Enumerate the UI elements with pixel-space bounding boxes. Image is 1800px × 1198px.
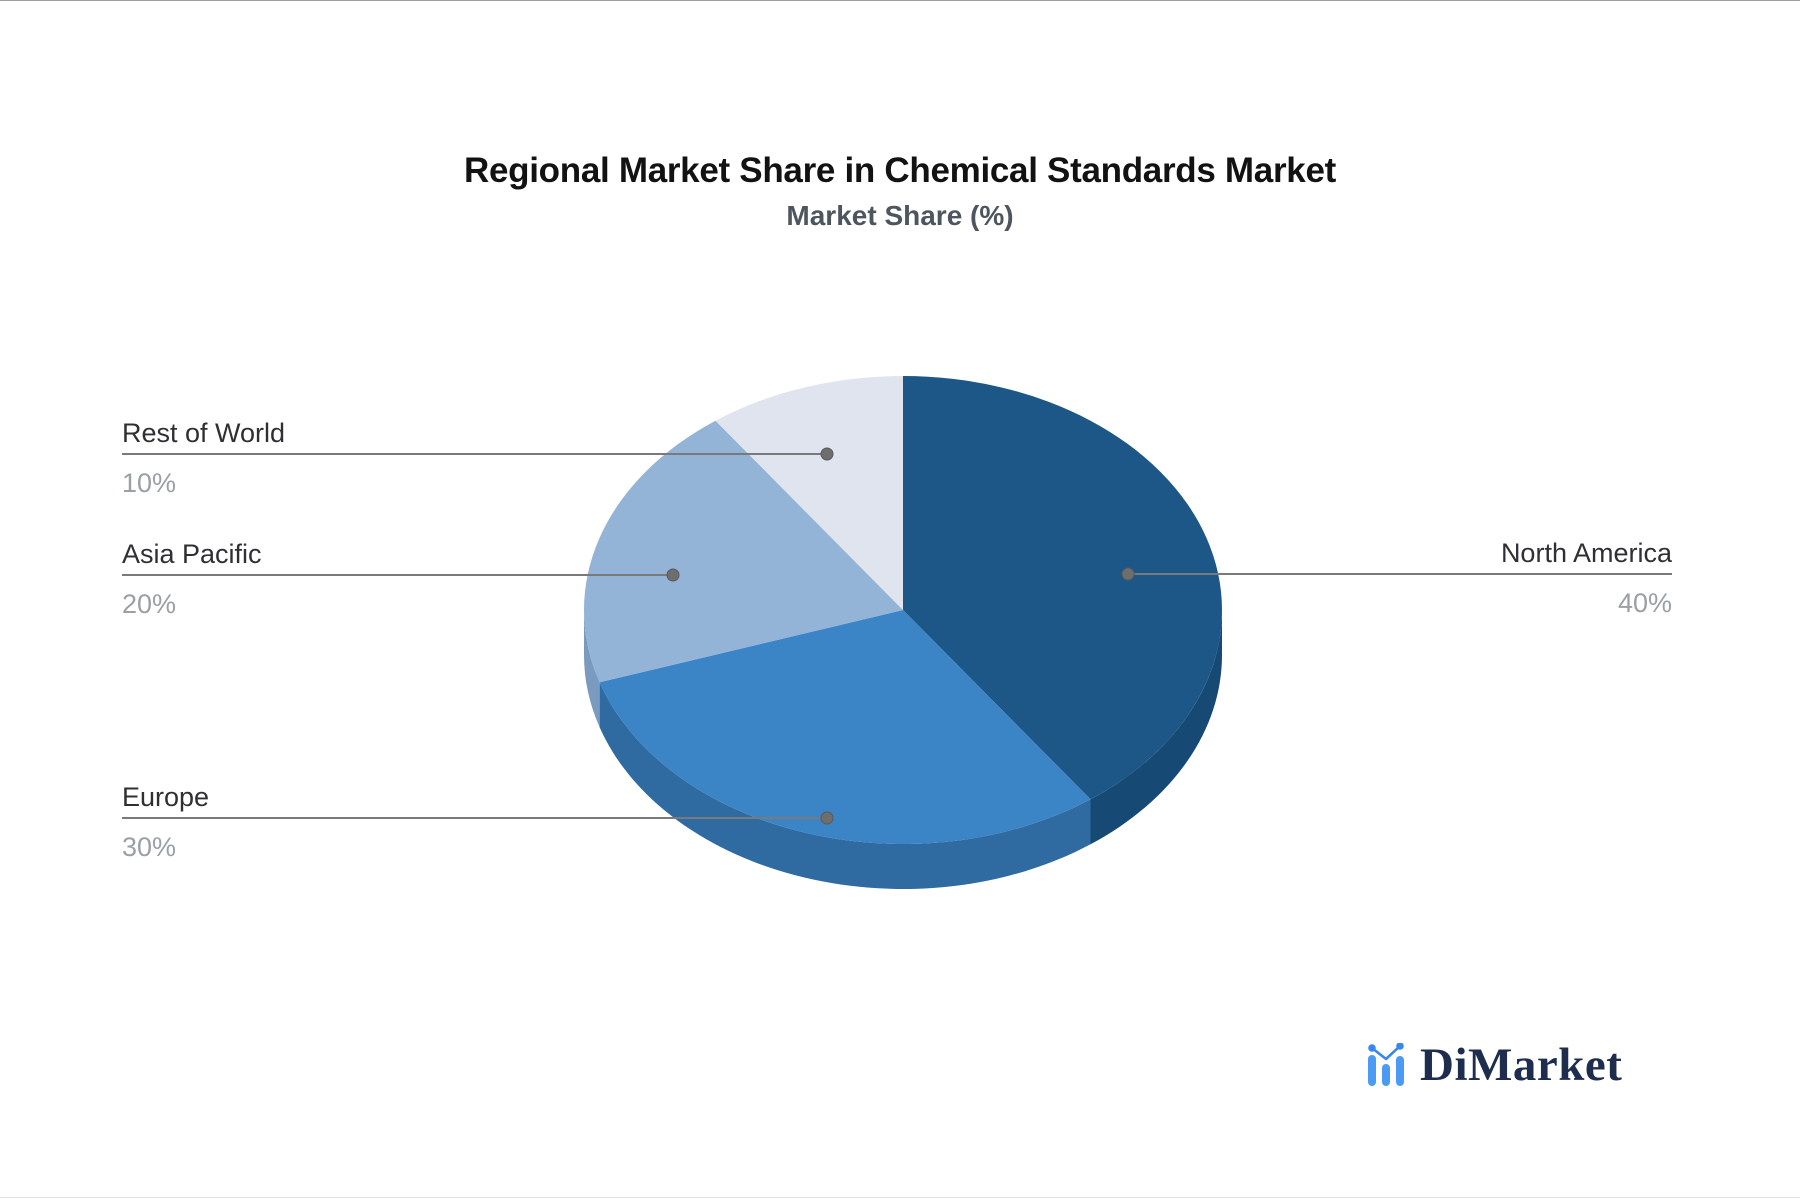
bar-chart-trend-icon xyxy=(1368,1043,1404,1086)
pie-side-europe xyxy=(599,682,1091,889)
slice-label: Asia Pacific xyxy=(122,539,262,569)
dimarket-logo: DiMarket xyxy=(1368,1041,1622,1089)
callout-label-asia-pacific: Asia Pacific 20% xyxy=(122,537,682,621)
callout-label-north-america: North America 40% xyxy=(1112,536,1672,620)
callout-dot-north-america xyxy=(1121,567,1135,581)
pie-slice-europe[interactable] xyxy=(599,610,1091,845)
slice-value: 40% xyxy=(1617,588,1672,618)
slice-value: 10% xyxy=(122,468,177,498)
callout-label-europe: Europe 30% xyxy=(122,780,682,864)
callout-label-rest-of-world: Rest of World 10% xyxy=(122,416,682,500)
logo-text: DiMarket xyxy=(1420,1039,1623,1091)
pie-slice-north-america[interactable] xyxy=(903,376,1222,800)
pie-side-asia-pacific xyxy=(584,610,600,728)
pie-slice-asia-pacific[interactable] xyxy=(584,420,903,683)
pie-side-north-america xyxy=(1090,610,1222,845)
chart-subtitle: Market Share (%) xyxy=(786,200,1014,231)
callout-dot-asia-pacific xyxy=(666,568,680,582)
callout-dot-rest-of-world xyxy=(820,447,834,461)
pie-slice-rest-of-world[interactable] xyxy=(715,376,903,610)
callout-dot-europe xyxy=(820,811,834,825)
slice-value: 30% xyxy=(122,832,177,862)
chart-title: Regional Market Share in Chemical Standa… xyxy=(464,151,1336,190)
slice-label: Europe xyxy=(122,782,210,812)
slice-label: Rest of World xyxy=(122,418,286,448)
slice-value: 20% xyxy=(122,589,177,619)
slice-label: North America xyxy=(1500,538,1672,568)
